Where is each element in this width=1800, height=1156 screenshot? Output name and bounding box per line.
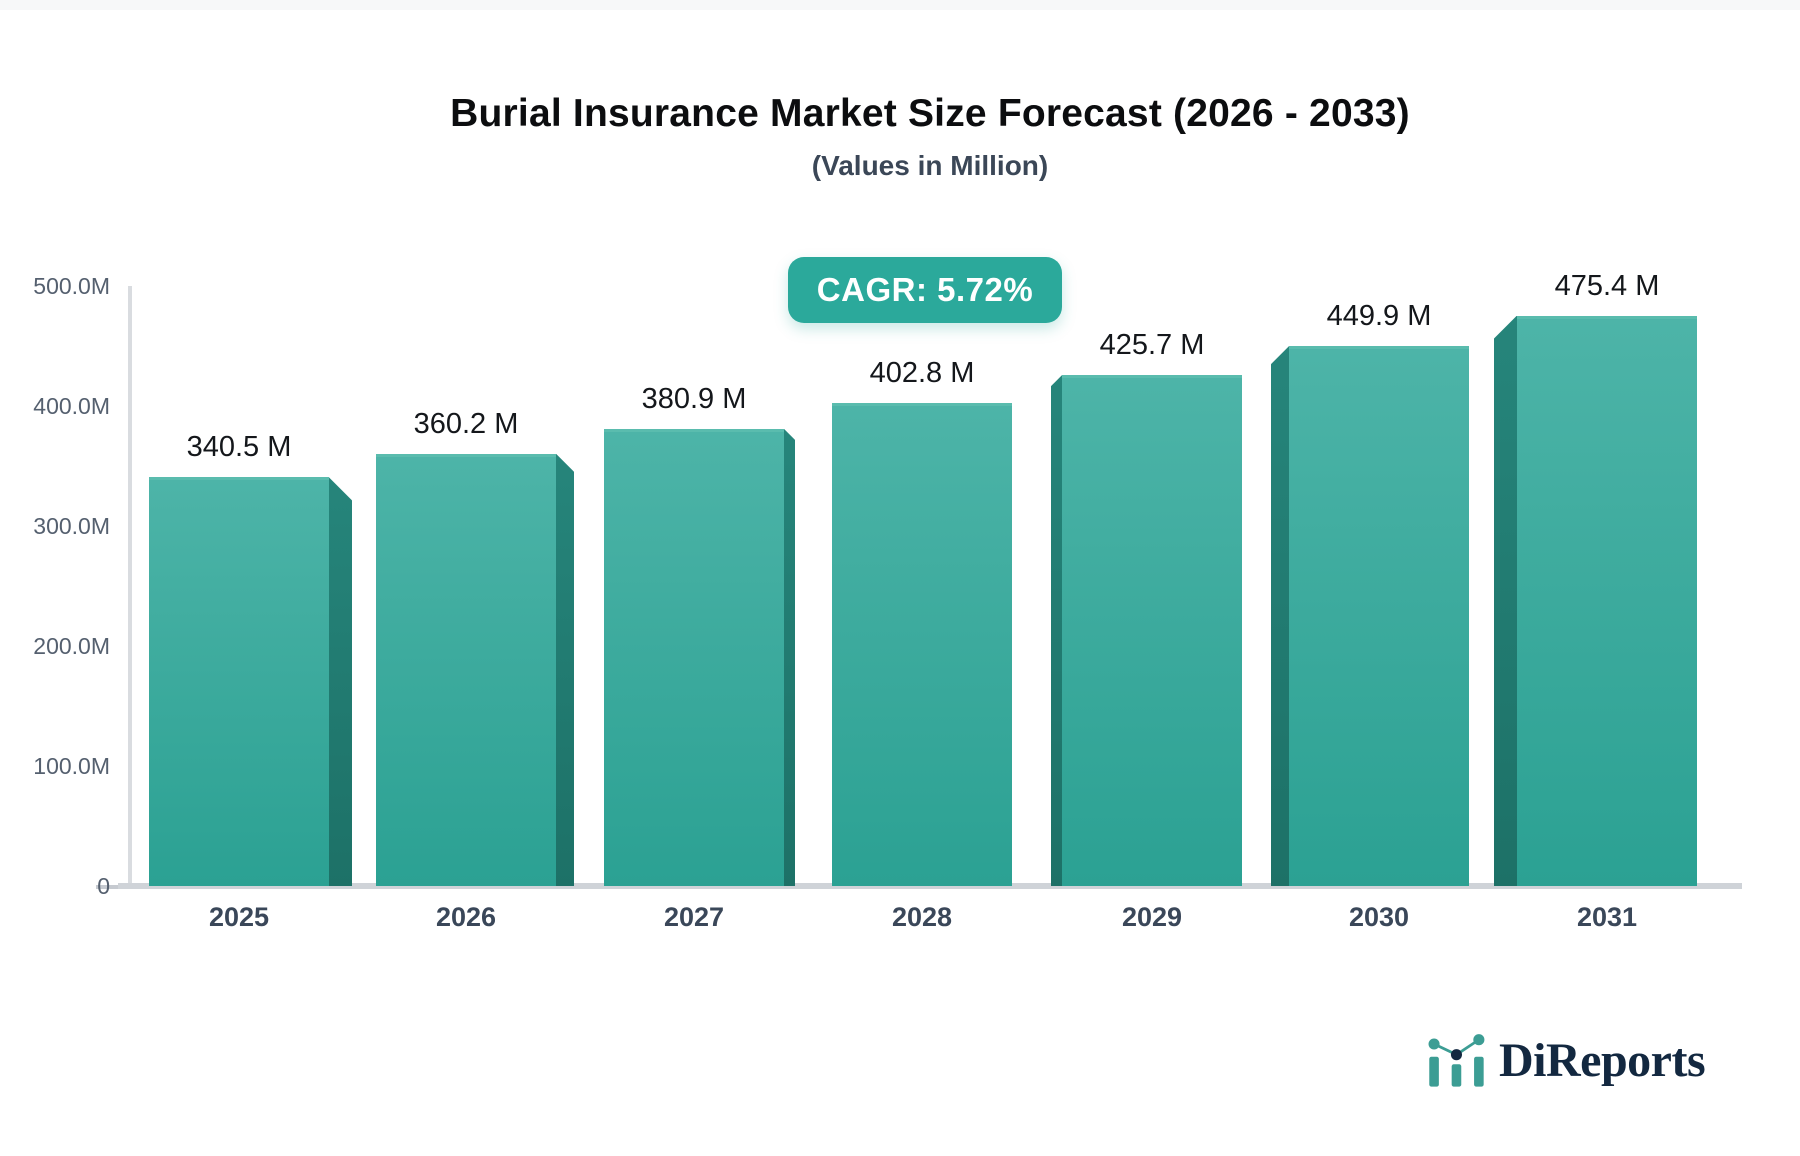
bar-value-label: 402.8 M: [869, 356, 975, 389]
bar-value-label: 380.9 M: [641, 382, 747, 415]
x-tick-label: 2031: [1576, 902, 1638, 932]
y-tick-label: 400.0M: [33, 393, 110, 419]
logo-chart-icon: [1428, 1034, 1485, 1087]
bar-3d-side: [1494, 315, 1517, 886]
y-tick-label: 0: [97, 873, 110, 899]
x-tick-label: 2030: [1348, 902, 1410, 932]
direports-logo: DiReports: [1425, 1030, 1706, 1090]
bar-2027: [604, 428, 784, 886]
bar-3d-side: [329, 477, 352, 886]
bar-3d-side: [556, 453, 574, 886]
y-axis-line: [128, 286, 132, 886]
bar-value-label: 340.5 M: [186, 431, 292, 464]
bar-2029: [1062, 375, 1242, 886]
cagr-badge-label: CAGR: 5.72%: [816, 271, 1034, 308]
bar-3d-side: [1271, 346, 1289, 886]
y-tick-label: 200.0M: [33, 633, 110, 659]
chart-subtitle: (Values in Million): [811, 150, 1049, 181]
x-tick-label: 2029: [1121, 902, 1183, 932]
zero-tick-mark: [96, 885, 118, 889]
bar-value-label: 360.2 M: [413, 407, 519, 440]
bar-3d-side: [1051, 375, 1062, 886]
bar-2031: [1517, 315, 1697, 886]
x-tick-label: 2028: [891, 902, 953, 932]
x-tick-label: 2027: [663, 902, 725, 932]
x-tick-label: 2025: [208, 902, 270, 932]
chart-title: Burial Insurance Market Size Forecast (2…: [450, 92, 1410, 135]
bar-value-label: 449.9 M: [1326, 300, 1432, 333]
bar-2026: [376, 453, 556, 886]
y-tick-label: 500.0M: [33, 273, 110, 299]
bar-value-label: 425.7 M: [1099, 329, 1205, 362]
bar-2028: [832, 402, 1012, 886]
y-tick-label: 300.0M: [33, 513, 110, 539]
bar-3d-side: [784, 428, 795, 886]
logo-text: DiReports: [1499, 1033, 1706, 1087]
bar-2030: [1289, 346, 1469, 886]
y-tick-label: 100.0M: [33, 753, 110, 779]
cagr-badge: CAGR: 5.72%: [788, 257, 1062, 323]
x-axis-baseline: [118, 883, 1742, 889]
bar-2025: [149, 477, 329, 886]
page-top-strip: [0, 0, 1800, 10]
bar-value-label: 475.4 M: [1554, 269, 1660, 302]
x-tick-label: 2026: [435, 902, 497, 932]
